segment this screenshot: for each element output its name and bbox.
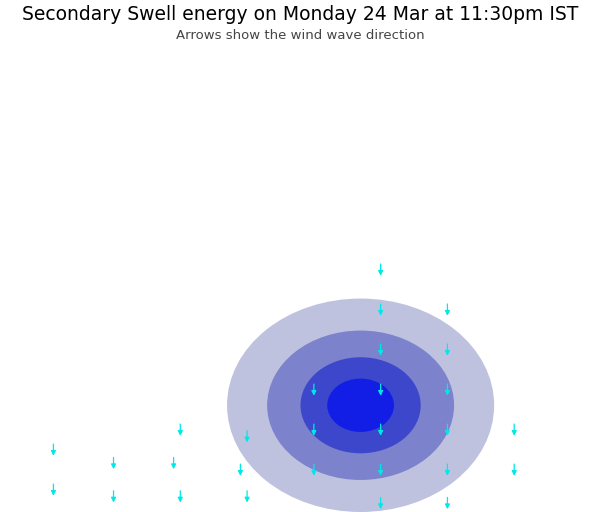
Ellipse shape (300, 357, 421, 453)
Text: Arrows show the wind wave direction: Arrows show the wind wave direction (176, 29, 425, 41)
Text: Secondary Swell energy on Monday 24 Mar at 11:30pm IST: Secondary Swell energy on Monday 24 Mar … (22, 5, 579, 24)
Ellipse shape (267, 331, 454, 480)
Ellipse shape (327, 378, 394, 432)
Ellipse shape (227, 298, 494, 512)
